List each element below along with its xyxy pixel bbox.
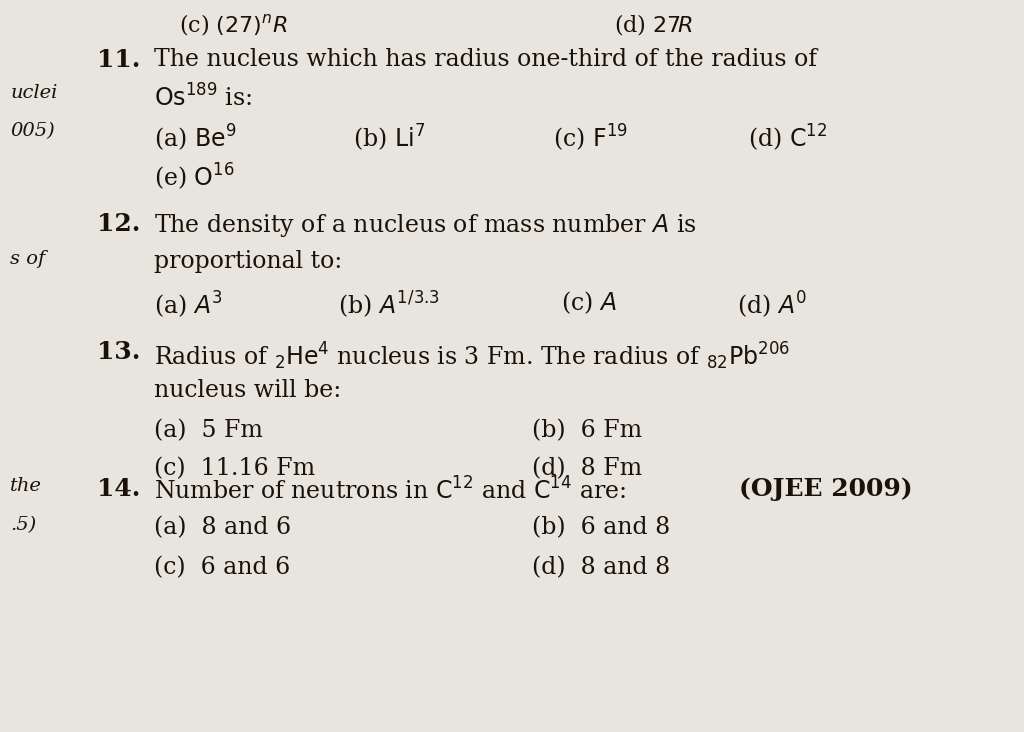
Text: (b) $\mathrm{Li}^{7}$: (b) $\mathrm{Li}^{7}$ — [353, 122, 425, 153]
Text: (d) $A^{0}$: (d) $A^{0}$ — [737, 289, 808, 320]
Text: The nucleus which has radius one-third of the radius of: The nucleus which has radius one-third o… — [154, 48, 816, 70]
Text: (d) $\mathrm{C}^{12}$: (d) $\mathrm{C}^{12}$ — [748, 122, 826, 153]
Text: (c) $A$: (c) $A$ — [561, 289, 616, 315]
Text: Radius of $_{2}\mathrm{He}^{4}$ nucleus is 3 Fm. The radius of $_{82}\mathrm{Pb}: Radius of $_{2}\mathrm{He}^{4}$ nucleus … — [154, 340, 790, 372]
Text: (e) $\mathrm{O}^{16}$: (e) $\mathrm{O}^{16}$ — [154, 161, 234, 192]
Text: (c)  6 and 6: (c) 6 and 6 — [154, 556, 290, 579]
Text: 11.: 11. — [97, 48, 140, 72]
Text: uclei: uclei — [10, 84, 57, 102]
Text: 12.: 12. — [97, 212, 140, 236]
Text: (b)  6 and 8: (b) 6 and 8 — [532, 516, 671, 539]
Text: the: the — [10, 477, 42, 496]
Text: The density of a nucleus of mass number $A$ is: The density of a nucleus of mass number … — [154, 212, 696, 239]
Text: (c)  11.16 Fm: (c) 11.16 Fm — [154, 458, 314, 480]
Text: (a) $A^{3}$: (a) $A^{3}$ — [154, 289, 222, 320]
Text: s of: s of — [10, 250, 45, 269]
Text: $\mathrm{Os}^{189}$ is:: $\mathrm{Os}^{189}$ is: — [154, 84, 252, 111]
Text: (b)  6 Fm: (b) 6 Fm — [532, 419, 643, 441]
Text: .5): .5) — [10, 516, 37, 534]
Text: proportional to:: proportional to: — [154, 250, 342, 273]
Text: nucleus will be:: nucleus will be: — [154, 379, 341, 402]
Text: 13.: 13. — [97, 340, 140, 365]
Text: (d) $27R$: (d) $27R$ — [614, 12, 693, 37]
Text: (b) $A^{1/3.3}$: (b) $A^{1/3.3}$ — [338, 289, 440, 320]
Text: (a)  8 and 6: (a) 8 and 6 — [154, 516, 291, 539]
Text: (OJEE 2009): (OJEE 2009) — [739, 477, 913, 501]
Text: 005): 005) — [10, 122, 55, 141]
Text: Number of neutrons in $\mathrm{C}^{12}$ and $\mathrm{C}^{14}$ are:: Number of neutrons in $\mathrm{C}^{12}$ … — [154, 477, 626, 504]
Text: (d)  8 Fm: (d) 8 Fm — [532, 458, 643, 480]
Text: (c) $(27)^{n}R$: (c) $(27)^{n}R$ — [179, 12, 288, 37]
Text: 14.: 14. — [97, 477, 140, 501]
Text: (a)  5 Fm: (a) 5 Fm — [154, 419, 262, 441]
Text: (a) $\mathrm{Be}^{9}$: (a) $\mathrm{Be}^{9}$ — [154, 122, 236, 153]
Text: (d)  8 and 8: (d) 8 and 8 — [532, 556, 671, 579]
Text: (c) $\mathrm{F}^{19}$: (c) $\mathrm{F}^{19}$ — [553, 122, 628, 153]
